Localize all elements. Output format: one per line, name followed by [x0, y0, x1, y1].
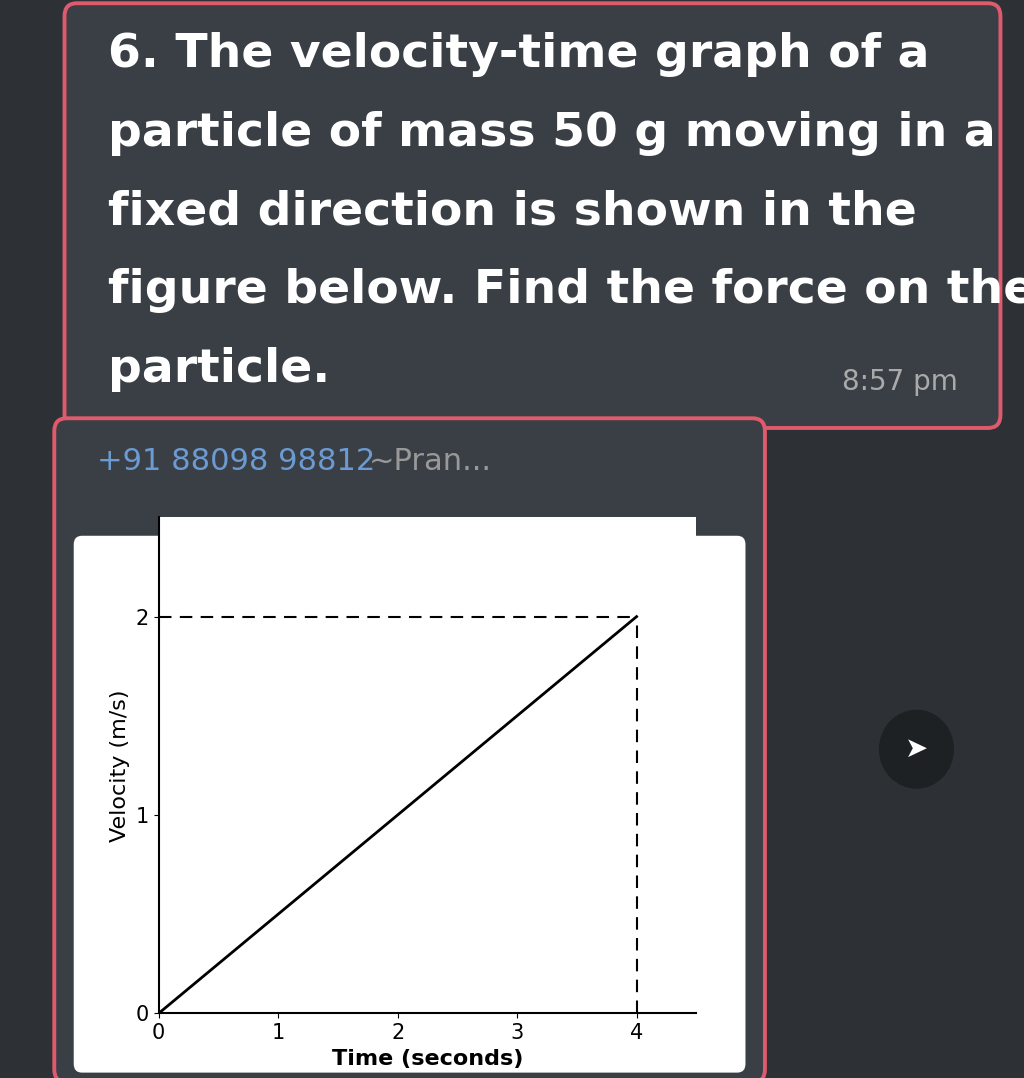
- FancyBboxPatch shape: [54, 418, 765, 1078]
- Text: particle of mass 50 g moving in a: particle of mass 50 g moving in a: [108, 111, 995, 156]
- Text: particle.: particle.: [108, 347, 330, 392]
- Text: ➤: ➤: [905, 735, 928, 763]
- FancyBboxPatch shape: [65, 3, 1000, 428]
- Text: ~Pran...: ~Pran...: [369, 447, 492, 476]
- Circle shape: [880, 710, 953, 788]
- Text: fixed direction is shown in the: fixed direction is shown in the: [108, 190, 916, 235]
- Text: figure below. Find the force on the: figure below. Find the force on the: [108, 268, 1024, 314]
- Text: +91 88098 98812: +91 88098 98812: [97, 447, 376, 476]
- Y-axis label: Velocity (m/s): Velocity (m/s): [111, 689, 130, 842]
- Text: 8:57 pm: 8:57 pm: [842, 368, 957, 396]
- X-axis label: Time (seconds): Time (seconds): [332, 1049, 523, 1068]
- FancyBboxPatch shape: [74, 536, 745, 1073]
- Text: 6. The velocity-time graph of a: 6. The velocity-time graph of a: [108, 32, 929, 78]
